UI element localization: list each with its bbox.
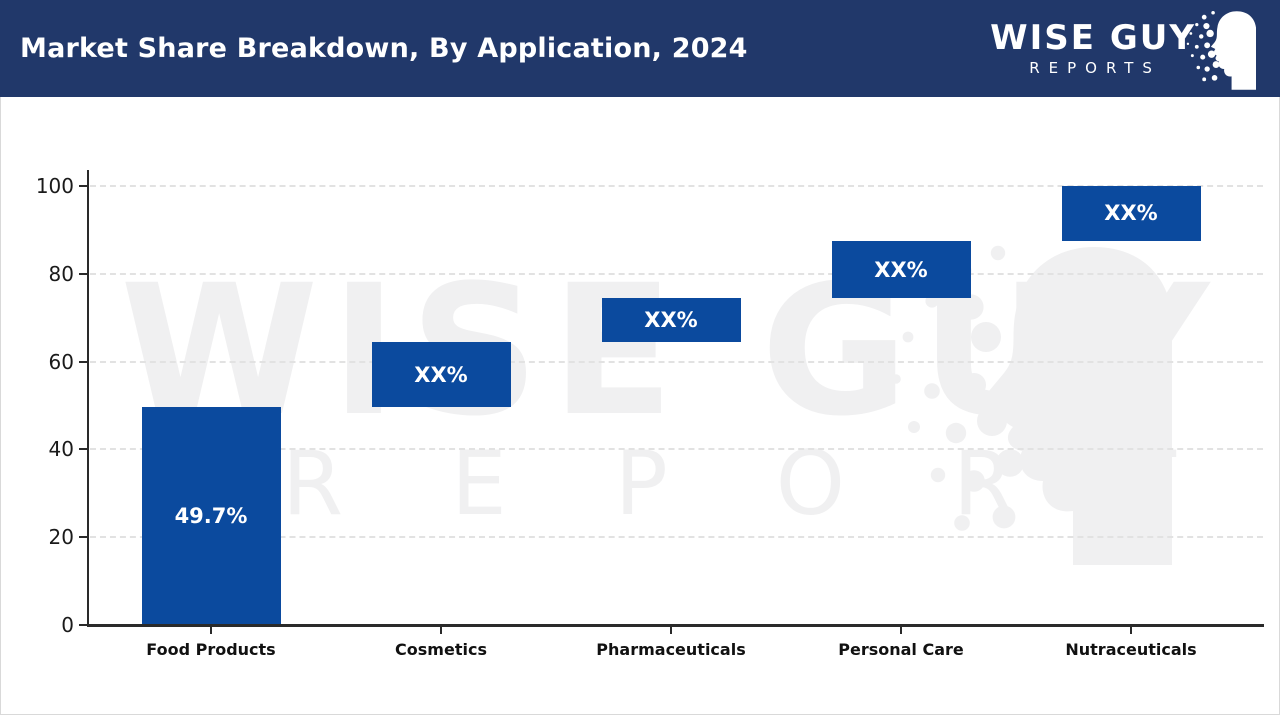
y-axis-label-80: 80: [48, 261, 74, 286]
bar-food-products: [141, 406, 281, 625]
page-title: Market Share Breakdown, By Application, …: [20, 33, 748, 64]
y-gridline-20: [90, 536, 1263, 539]
y-axis-label-20: 20: [48, 525, 74, 550]
y-tick-80: [79, 272, 88, 275]
y-gridline-40: [90, 448, 1263, 451]
x-axis-line: [87, 624, 1264, 627]
wiseguy-head-icon: [1186, 10, 1256, 90]
x-axis-label-pharmaceuticals: Pharmaceuticals: [596, 640, 746, 659]
x-tick-pharmaceuticals: [670, 625, 672, 634]
bar-label-pharmaceuticals: XX%: [644, 308, 698, 333]
x-tick-cosmetics: [440, 625, 442, 634]
x-tick-nutraceuticals: [1130, 625, 1132, 634]
y-axis-label-40: 40: [48, 437, 74, 462]
y-tick-40: [79, 448, 88, 451]
x-axis-label-cosmetics: Cosmetics: [395, 640, 487, 659]
y-gridline-80: [90, 272, 1263, 275]
y-axis-line: [87, 170, 89, 627]
wiseguy-logo: WISE GUY REPORTS: [990, 8, 1256, 90]
bar-nutraceuticals: [1061, 186, 1201, 241]
y-axis-label-100: 100: [35, 174, 74, 198]
bar-label-nutraceuticals: XX%: [1104, 201, 1158, 226]
x-axis-label-food-products: Food Products: [146, 640, 276, 659]
x-axis-label-nutraceuticals: Nutraceuticals: [1065, 640, 1197, 659]
y-tick-60: [79, 360, 88, 363]
y-axis-label-60: 60: [48, 349, 74, 374]
y-gridline-100: [90, 185, 1263, 187]
x-axis-label-personal-care: Personal Care: [838, 640, 964, 659]
y-tick-100: [79, 185, 88, 187]
bar-label-food-products: 49.7%: [174, 503, 248, 528]
wiseguy-logo-text: WISE GUY REPORTS: [990, 18, 1196, 77]
bar-pharmaceuticals: [601, 297, 741, 343]
x-tick-food-products: [210, 625, 212, 634]
bar-label-cosmetics: XX%: [414, 362, 468, 387]
y-gridline-60: [90, 360, 1263, 363]
logo-name: WISE GUY: [990, 18, 1196, 59]
header-band: Market Share Breakdown, By Application, …: [0, 0, 1280, 97]
y-tick-0: [79, 624, 88, 626]
x-tick-personal-care: [900, 625, 902, 634]
watermark-head-icon: [891, 245, 1172, 565]
bar-label-personal-care: XX%: [874, 257, 928, 282]
y-axis-label-0: 0: [61, 613, 74, 637]
y-tick-20: [79, 536, 88, 539]
bar-personal-care: [831, 241, 971, 298]
bar-cosmetics: [371, 342, 511, 407]
logo-subname: REPORTS: [1029, 58, 1161, 77]
